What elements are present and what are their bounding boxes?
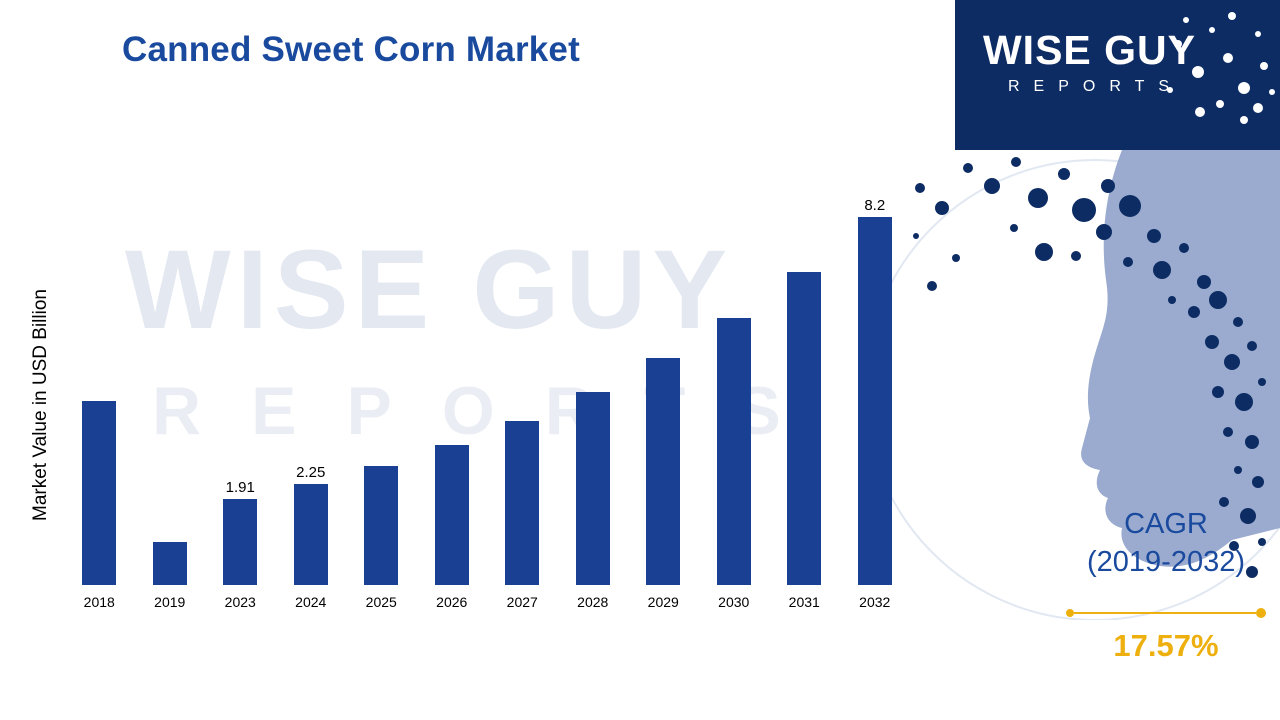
navy-panel	[955, 0, 1280, 150]
bar-column-2032: 8.2 2032	[840, 192, 911, 610]
x-tick-label-2032: 2032	[859, 594, 891, 610]
x-tick-label-2028: 2028	[577, 594, 609, 610]
cagr-divider-line	[1066, 608, 1266, 618]
bar-column-2024: 2.25 2024	[276, 192, 347, 610]
x-tick-label-2018: 2018	[83, 594, 115, 610]
bar-2027	[505, 421, 540, 585]
white-dot-cluster	[1167, 12, 1275, 124]
navy-dot-cluster	[913, 157, 1266, 578]
bar-column-2028: 2028	[558, 192, 629, 610]
bar-2029	[646, 358, 681, 585]
cagr-label: CAGR	[1124, 508, 1208, 540]
bar-2030	[716, 318, 751, 585]
brand-logo-reports: REPORTS	[1007, 78, 1184, 96]
bar-column-2030: 2030	[699, 192, 770, 610]
x-tick-label-2031: 2031	[788, 594, 820, 610]
bar-value-label-2023: 1.91	[225, 479, 255, 496]
brand-logo-wordmark: WISE GUY	[982, 27, 1197, 73]
x-tick-label-2027: 2027	[506, 594, 538, 610]
bar-column-2025: 2025	[346, 192, 417, 610]
page-title: Canned Sweet Corn Market	[122, 30, 580, 69]
bar-2032	[857, 217, 892, 585]
bar-column-2019: 2019	[135, 192, 206, 610]
x-tick-label-2026: 2026	[436, 594, 468, 610]
x-tick-label-2030: 2030	[718, 594, 750, 610]
bar-column-2018: 2018	[64, 192, 135, 610]
bar-column-2029: 2029	[628, 192, 699, 610]
x-tick-label-2019: 2019	[154, 594, 186, 610]
bar-2026	[434, 445, 469, 585]
x-tick-label-2024: 2024	[295, 594, 327, 610]
x-tick-label-2023: 2023	[224, 594, 256, 610]
bar-2018	[82, 401, 117, 585]
bar-2023	[223, 499, 258, 585]
cagr-value: 17.57%	[1113, 628, 1219, 663]
x-tick-label-2025: 2025	[365, 594, 397, 610]
brand-logo: WISE GUY REPORTS	[972, 27, 1207, 96]
bar-column-2026: 2026	[417, 192, 488, 610]
brand-face-graphic	[864, 0, 1280, 620]
bar-2025	[364, 466, 399, 585]
y-axis-label: Market Value in USD Billion	[30, 289, 51, 521]
bar-value-label-2024: 2.25	[296, 464, 326, 481]
bar-column-2023: 1.91 2023	[205, 192, 276, 610]
x-tick-label-2029: 2029	[647, 594, 679, 610]
face-silhouette	[1081, 150, 1280, 567]
cagr-block: CAGR (2019-2032) 17.57%	[1060, 506, 1272, 664]
bar-column-2031: 2031	[769, 192, 840, 610]
cagr-range: (2019-2032)	[1087, 546, 1245, 578]
bar-value-label-2032: 8.2	[864, 197, 886, 214]
bar-2031	[787, 272, 822, 585]
bar-column-2027: 2027	[487, 192, 558, 610]
bar-2028	[575, 392, 610, 585]
bar-2024	[293, 484, 328, 585]
bar-2019	[152, 542, 187, 585]
bar-chart: 2018 2019 1.91 2023 2.25 2024 2025 2026 2027 2028…	[64, 192, 910, 610]
